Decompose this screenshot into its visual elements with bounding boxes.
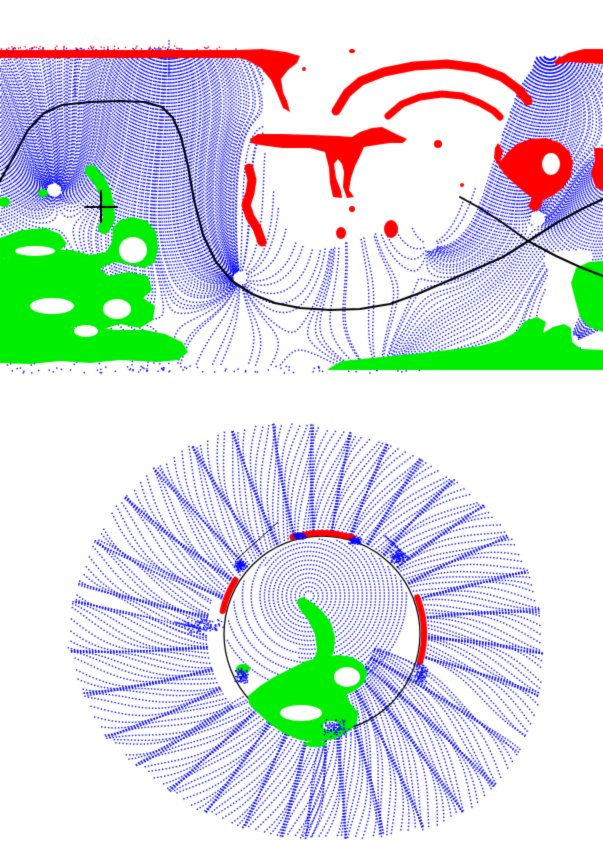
synoptic-map-canvas: [0, 0, 603, 400]
spherical-view-canvas: [0, 400, 603, 841]
